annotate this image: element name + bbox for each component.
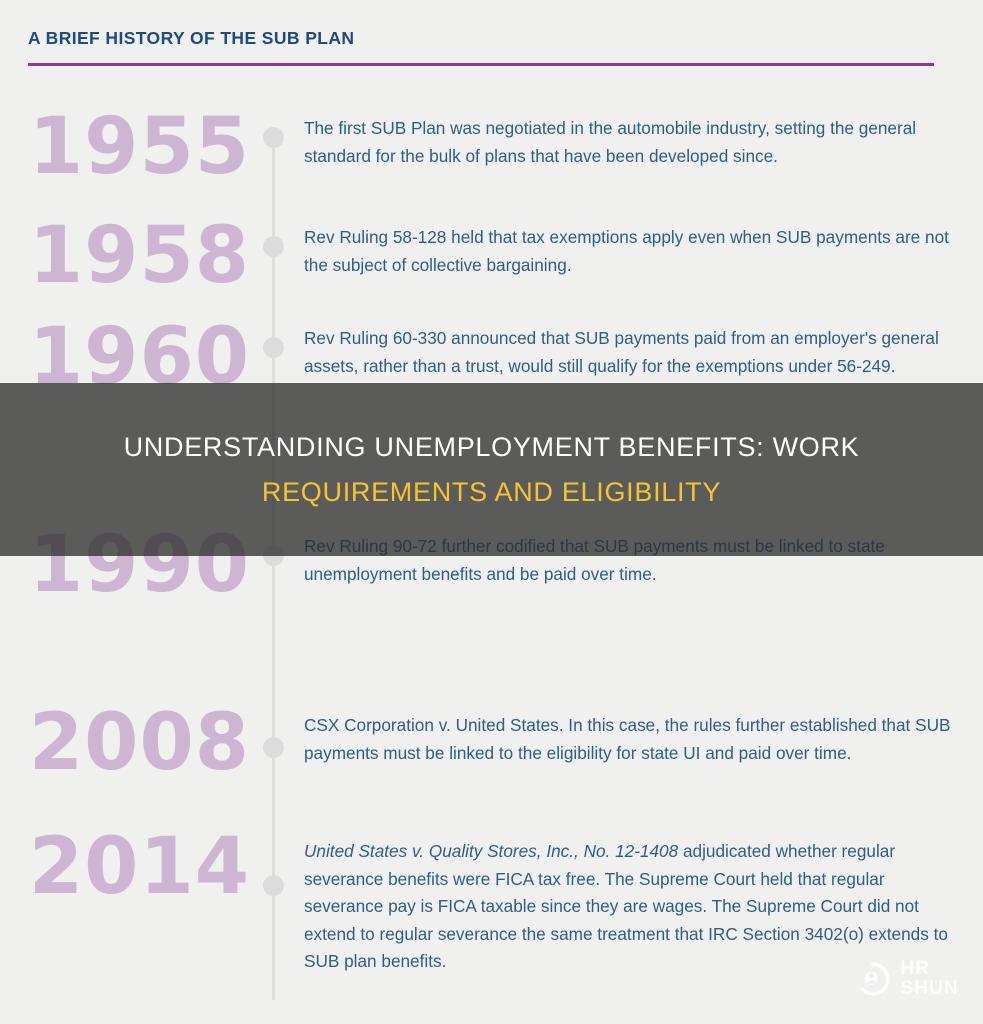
page-title: A BRIEF HISTORY OF THE SUB PLAN: [28, 28, 355, 48]
timeline-description: United States v. Quality Stores, Inc., N…: [304, 838, 964, 976]
timeline-dot: [263, 737, 284, 758]
watermark-text: HR SHUN: [900, 959, 959, 998]
hr-shun-logo-icon: [856, 962, 890, 996]
overlay-banner: UNDERSTANDING UNEMPLOYMENT BENEFITS: WOR…: [0, 383, 983, 556]
timeline-year-label: 1955: [28, 102, 250, 192]
timeline-description: The first SUB Plan was negotiated in the…: [304, 118, 917, 166]
timeline-year-label: 2014: [28, 822, 250, 912]
case-citation: United States v. Quality Stores, Inc., N…: [304, 841, 679, 861]
watermark: HR SHUN: [856, 959, 959, 998]
case-description: adjudicated whether regular severance be…: [304, 841, 948, 972]
timeline-dot: [263, 875, 284, 896]
watermark-line-1: HR: [900, 958, 931, 980]
page-header: A BRIEF HISTORY OF THE SUB PLAN: [28, 28, 934, 66]
overlay-headline-secondary: REQUIREMENTS AND ELIGIBILITY: [261, 476, 722, 507]
timeline-description: Rev Ruling 58-128 held that tax exemptio…: [304, 227, 949, 275]
timeline-dot: [263, 337, 284, 358]
timeline-description: Rev Ruling 60-330 announced that SUB pay…: [304, 328, 939, 376]
timeline-description: CSX Corporation v. United States. In thi…: [304, 715, 951, 763]
watermark-line-2: SHUN: [900, 977, 959, 999]
header-divider: [28, 63, 934, 66]
timeline-year-label: 2008: [28, 698, 250, 788]
timeline-dot: [263, 127, 284, 148]
overlay-headline-primary: UNDERSTANDING UNEMPLOYMENT BENEFITS: WOR…: [123, 431, 860, 462]
timeline-year-label: 1958: [28, 211, 250, 301]
timeline-dot: [263, 236, 284, 257]
